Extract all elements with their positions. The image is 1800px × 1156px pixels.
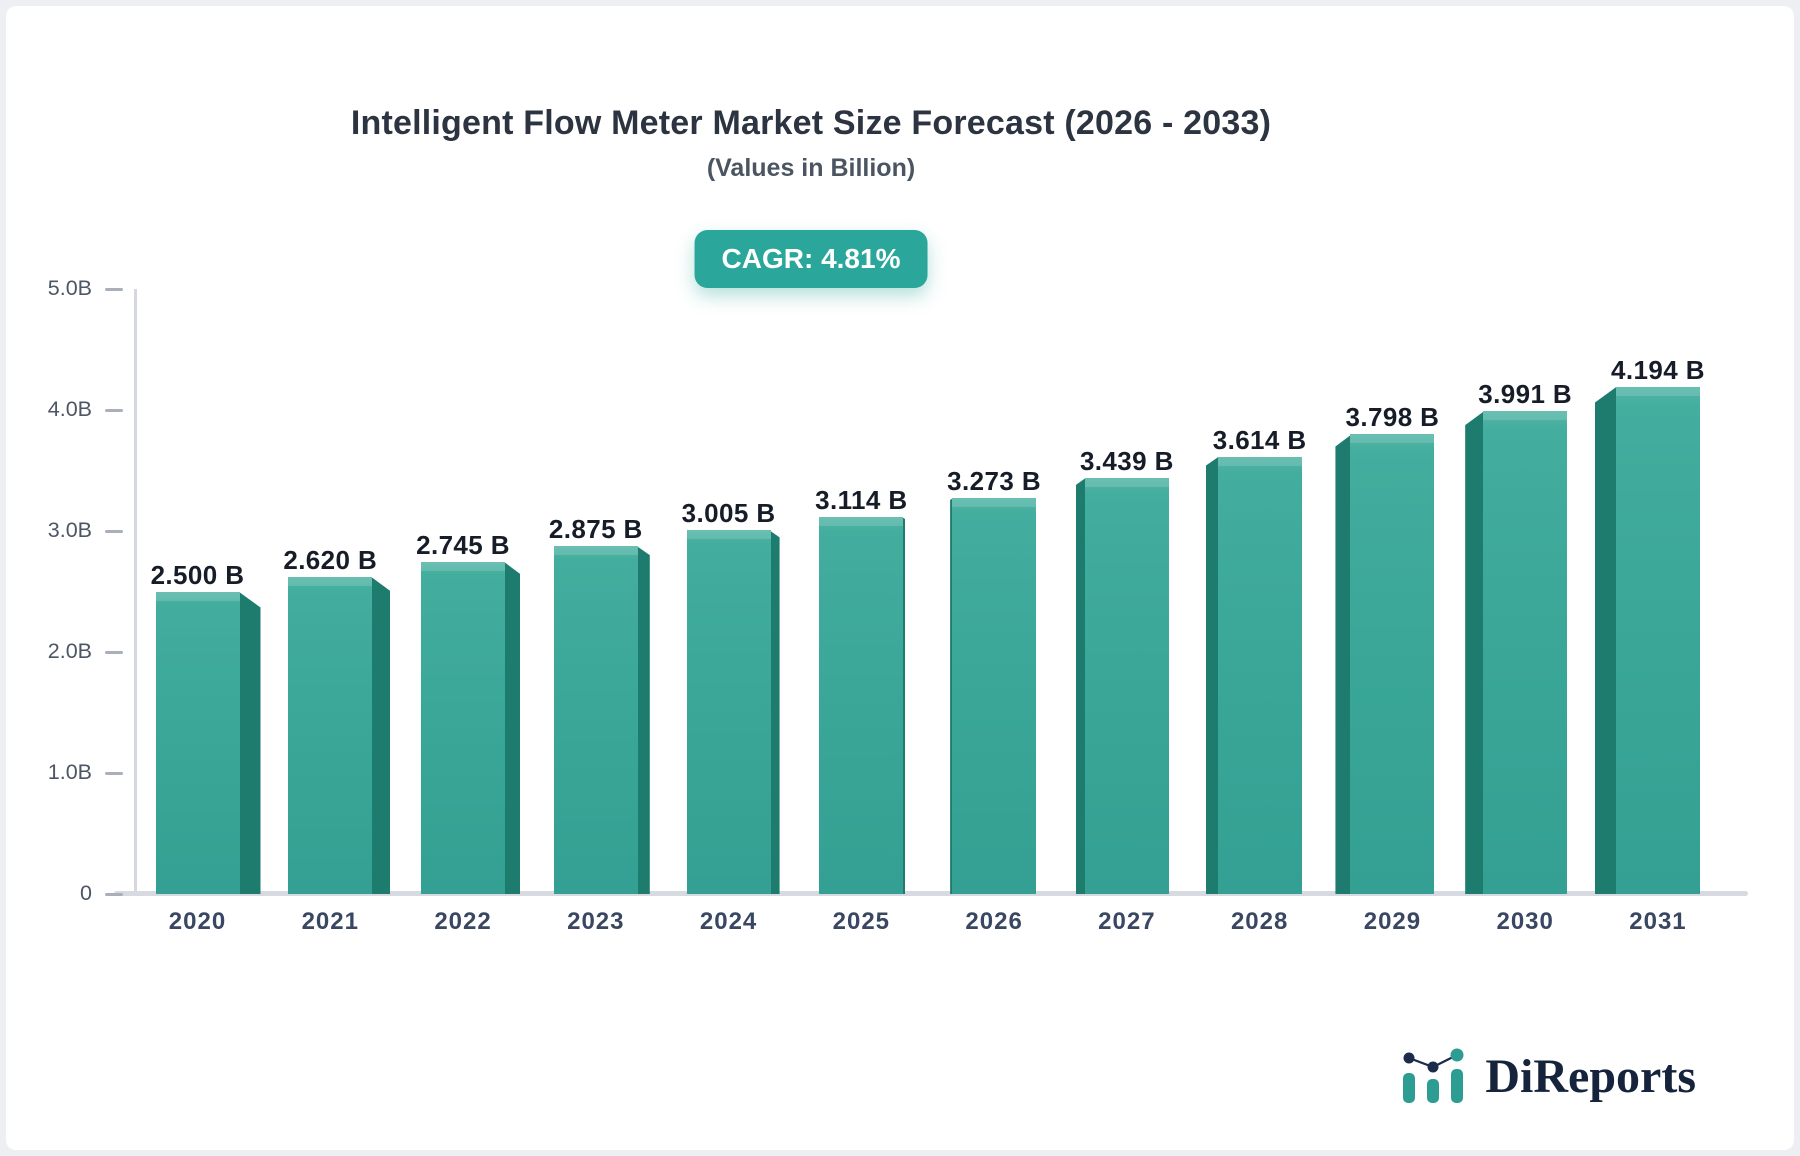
bar-value-label: 3.798 B xyxy=(1345,402,1440,433)
y-axis-tick-mark xyxy=(105,892,123,896)
bar-front-face xyxy=(421,561,506,894)
bar-front-face xyxy=(1483,411,1568,894)
y-axis-tick-mark xyxy=(105,529,123,533)
bar-value-label: 3.114 B xyxy=(815,485,908,516)
bar-value-label: 2.500 B xyxy=(150,559,245,590)
bar-side-face xyxy=(1075,477,1086,894)
bar-front-face xyxy=(686,530,771,894)
y-axis-tick-mark xyxy=(105,771,123,775)
y-axis-tick-mark xyxy=(105,650,123,654)
bar-side-face xyxy=(636,546,650,894)
brand-name: DiReports xyxy=(1485,1050,1696,1103)
y-axis-line xyxy=(134,289,137,894)
bar-side-face xyxy=(238,591,261,894)
bar-value-label: 3.991 B xyxy=(1478,379,1573,410)
bar-front-face xyxy=(288,576,373,894)
x-axis-baseline xyxy=(114,891,1748,896)
bar-side-face xyxy=(1594,386,1617,894)
bar-front-face xyxy=(1084,477,1169,894)
cagr-badge: CAGR: 4.81% xyxy=(694,230,928,288)
bar-value-label: 3.273 B xyxy=(947,465,1042,496)
bar-side-face xyxy=(1335,434,1352,894)
bar-side-face xyxy=(1205,456,1219,894)
x-axis-label: 2027 xyxy=(1098,908,1156,935)
bar-front-face xyxy=(1217,456,1302,894)
bar-value-label: 3.439 B xyxy=(1079,445,1174,476)
brand-logo: DiReports xyxy=(1401,1048,1696,1106)
bar-side-face xyxy=(371,576,391,894)
y-axis-tick-label: 3.0B xyxy=(47,518,92,542)
chart-subtitle: (Values in Billion) xyxy=(706,154,916,182)
bar-value-label: 2.745 B xyxy=(416,529,510,560)
direports-logo-icon xyxy=(1403,1048,1464,1103)
bar-front-face xyxy=(819,517,904,894)
y-axis-tick-label: 2.0B xyxy=(47,639,92,663)
x-axis-label: 2022 xyxy=(434,908,492,935)
bar-chart-plot: 5.0B 4.0B 3.0B 2.0B 1.0B 0 2.500 B 2020 2.620 B 2… xyxy=(6,6,1800,1156)
x-axis-label: 2025 xyxy=(832,908,891,935)
y-axis-tick-label: 4.0B xyxy=(47,397,92,421)
y-axis-tick-mark xyxy=(105,408,123,412)
bar-value-label: 3.614 B xyxy=(1212,424,1307,455)
x-axis-label: 2026 xyxy=(965,908,1023,935)
bar-front-face xyxy=(1350,434,1435,894)
bar-value-label: 4.194 B xyxy=(1611,354,1705,385)
x-axis-label: 2030 xyxy=(1496,908,1554,935)
bar-side-face xyxy=(504,561,521,894)
bar-value-label: 2.875 B xyxy=(548,514,643,545)
bar-front-face xyxy=(553,546,638,894)
x-axis-label: 2020 xyxy=(168,908,227,935)
y-axis-tick-label: 5.0B xyxy=(47,276,92,300)
y-axis-tick-label: 1.0B xyxy=(47,760,92,784)
bar-front-face xyxy=(155,591,240,894)
bar-side-face xyxy=(769,530,780,894)
bar-value-label: 2.620 B xyxy=(283,544,378,575)
x-axis-label: 2029 xyxy=(1363,908,1422,935)
x-axis-label: 2024 xyxy=(699,908,758,935)
bar-front-face xyxy=(1615,386,1700,894)
chart-card: Intelligent Flow Meter Market Size Forec… xyxy=(6,6,1794,1150)
x-axis-label: 2028 xyxy=(1230,908,1289,935)
x-axis-label: 2023 xyxy=(567,908,625,935)
chart-title: Intelligent Flow Meter Market Size Forec… xyxy=(350,104,1272,142)
y-axis-tick-label: 0 xyxy=(80,881,92,905)
y-axis-tick-mark xyxy=(105,287,123,291)
bar-side-face xyxy=(902,517,906,894)
x-axis-label: 2031 xyxy=(1629,908,1687,935)
bar-side-face xyxy=(1465,411,1485,894)
bar-front-face xyxy=(952,497,1037,894)
bar-value-label: 3.005 B xyxy=(681,498,776,529)
bar-side-face xyxy=(950,497,954,894)
x-axis-label: 2021 xyxy=(301,908,359,935)
